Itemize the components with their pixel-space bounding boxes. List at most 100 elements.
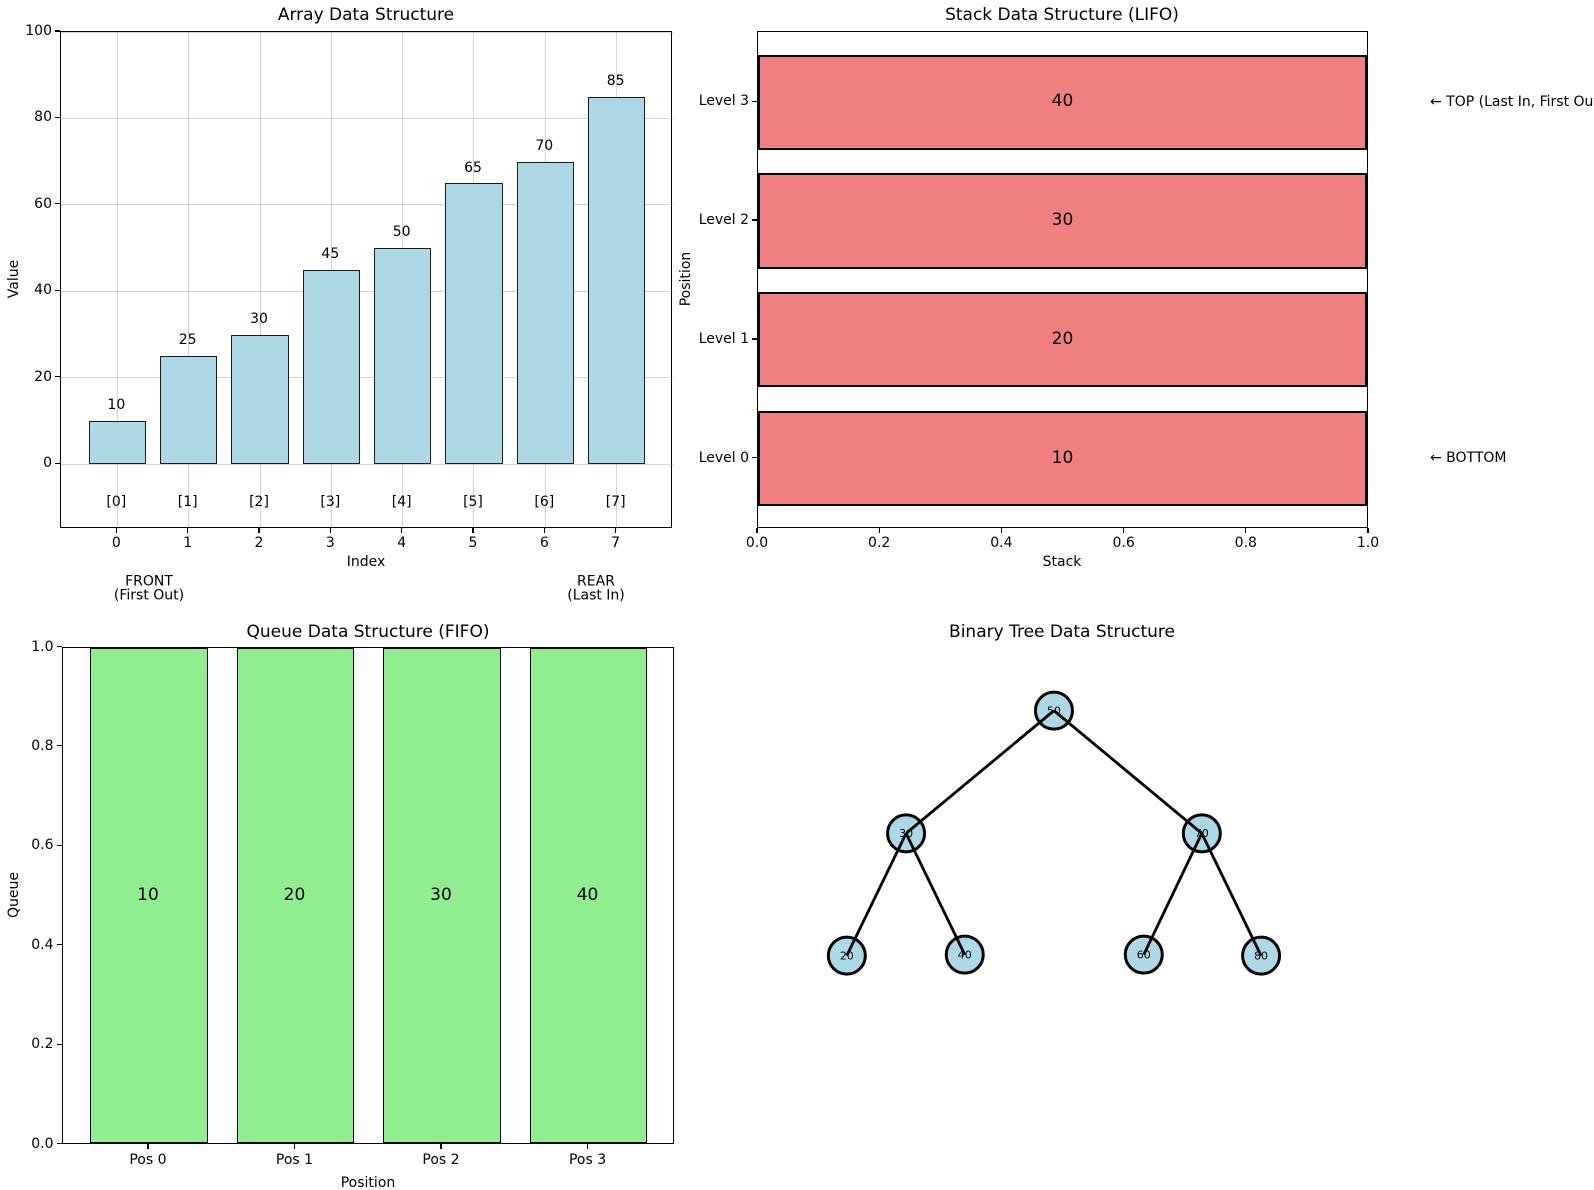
tree-chart-title: Binary Tree Data Structure [949, 622, 1175, 642]
stack-bar-value-label: 30 [1051, 210, 1074, 231]
array-bar-value-label: 70 [535, 138, 554, 154]
array-x-tick-label: 5 [468, 535, 478, 551]
array-index-label: [6] [534, 494, 555, 511]
array-x-tick [258, 528, 260, 533]
stack-plot-area [757, 31, 1368, 528]
array-x-tick-label: 0 [111, 535, 121, 551]
queue-xaxis-label: Position [340, 1175, 396, 1190]
array-x-tick [401, 528, 403, 533]
stack-x-tick [756, 528, 758, 533]
queue-x-tick-label: Pos 3 [568, 1151, 607, 1168]
array-index-label: [5] [463, 494, 483, 511]
stack-chart-title: Stack Data Structure (LIFO) [945, 5, 1179, 25]
stack-level-label: Level 2 [698, 212, 749, 229]
array-rear-annotation: REAR (Last In) [567, 573, 625, 603]
array-chart-title: Array Data Structure [277, 5, 455, 25]
stack-x-tick [1367, 528, 1369, 533]
stack-bar-value-label: 40 [1051, 91, 1074, 112]
queue-bar [529, 647, 648, 1143]
array-xaxis-label: Index [346, 554, 386, 570]
array-bar [88, 420, 146, 465]
tree-edge [905, 709, 1055, 834]
tree-node-label: 70 [1195, 827, 1209, 840]
array-bar-value-label: 50 [392, 224, 411, 241]
queue-x-tick [440, 1143, 442, 1149]
grid-line-vertical [188, 32, 190, 529]
stack-bar-value-label: 10 [1051, 447, 1074, 468]
queue-y-tick [56, 645, 62, 648]
queue-y-tick [56, 745, 62, 747]
array-bar-value-label: 25 [178, 332, 197, 349]
stack-y-tick [752, 457, 757, 459]
array-index-label: [1] [177, 494, 198, 511]
array-bar [445, 183, 503, 465]
tree-edge [845, 832, 908, 956]
queue-x-tick-label: Pos 2 [422, 1151, 460, 1168]
array-bar-value-label: 65 [464, 159, 482, 176]
array-y-tick [55, 462, 60, 464]
array-x-tick [187, 528, 189, 533]
stack-y-tick [752, 219, 757, 221]
array-x-tick [115, 528, 117, 533]
queue-y-tick-label: 0.0 [31, 1135, 54, 1152]
array-x-tick-label: 4 [397, 535, 407, 551]
array-y-tick [55, 289, 60, 291]
tree-node-label: 30 [899, 827, 913, 840]
tree-edge [1200, 832, 1263, 956]
grid-line-horizontal [61, 31, 673, 33]
stack-x-tick-label: 0.2 [868, 535, 891, 551]
stack-xaxis-label: Stack [1042, 554, 1082, 570]
array-bar [231, 334, 289, 465]
stack-level-label: Level 1 [698, 330, 749, 347]
queue-y-tick-label: 0.8 [31, 737, 54, 754]
tree-edge [1142, 832, 1204, 955]
queue-bar-value-label: 20 [283, 885, 306, 905]
stack-y-tick [752, 100, 757, 102]
stack-bar [758, 54, 1367, 150]
tree-node-label: 80 [1254, 949, 1268, 962]
array-x-tick [615, 528, 617, 533]
array-index-label: [0] [106, 494, 127, 511]
array-y-tick-label: 80 [34, 109, 52, 126]
queue-bar-value-label: 40 [576, 885, 599, 905]
queue-plot-area [61, 646, 674, 1144]
queue-bar [383, 647, 501, 1143]
array-rear-annotation-line2: (Last In) [567, 587, 625, 603]
queue-x-tick-label: Pos 0 [129, 1151, 167, 1168]
tree-node-label: 40 [958, 948, 972, 961]
queue-y-tick-label: 0.2 [31, 1036, 54, 1053]
array-bar-value-label: 45 [321, 246, 340, 263]
grid-line-vertical [116, 32, 118, 529]
tree-node-label: 50 [1047, 704, 1061, 717]
array-rear-annotation-line1: REAR [577, 573, 615, 590]
binary-tree-canvas: 50 30 70 20 40 60 80 [826, 690, 1282, 976]
array-x-tick [543, 528, 545, 533]
array-bar [160, 356, 218, 465]
array-bar-value-label: 10 [107, 397, 126, 414]
stack-level-label: Level 0 [698, 449, 749, 466]
tree-edge [904, 832, 967, 955]
stack-bar [758, 173, 1367, 269]
tree-edge [1053, 709, 1203, 834]
array-y-tick-label: 40 [34, 282, 52, 299]
array-y-tick [55, 30, 60, 32]
array-x-tick-label: 6 [539, 535, 549, 551]
queue-y-tick-label: 1.0 [31, 638, 54, 655]
grid-line-vertical [259, 32, 261, 529]
array-x-tick [472, 528, 474, 533]
grid-line-horizontal [61, 204, 673, 206]
queue-y-tick [56, 844, 62, 846]
stack-y-tick [752, 338, 757, 340]
array-bar [588, 96, 646, 465]
queue-bar-value-label: 10 [137, 885, 159, 905]
array-front-annotation: FRONT (First Out) [114, 575, 184, 603]
array-bar-value-label: 30 [250, 310, 268, 327]
stack-bottom-annotation: ← BOTTOM [1430, 450, 1507, 466]
array-y-tick [55, 376, 60, 378]
stack-bar-value-label: 20 [1051, 328, 1074, 349]
queue-y-tick-label: 0.6 [31, 837, 54, 854]
array-index-label: [4] [391, 494, 412, 511]
stack-x-tick [878, 528, 880, 533]
queue-y-tick [56, 1043, 62, 1045]
